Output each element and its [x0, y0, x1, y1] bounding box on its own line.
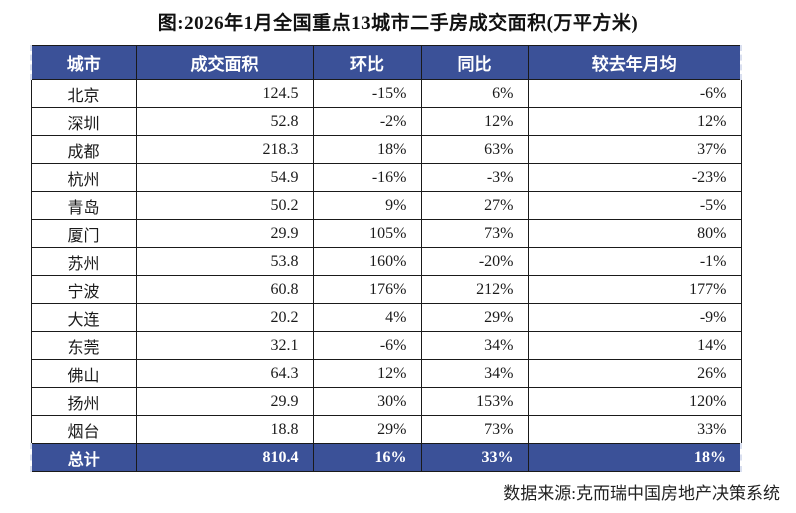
table-row: 扬州 29.9 30% 153% 120%: [30, 387, 742, 416]
cell-area: 50.2: [135, 191, 314, 220]
header-cell-yoy: 同比: [420, 45, 529, 80]
cell-yoy: 12%: [420, 107, 529, 136]
cell-total-area: 810.4: [135, 443, 314, 472]
cell-area: 218.3: [135, 135, 314, 164]
cell-mom: -15%: [312, 79, 422, 108]
cell-city: 成都: [30, 135, 137, 164]
cell-vs-avg: -6%: [527, 79, 742, 108]
table-row: 烟台 18.8 29% 73% 33%: [30, 415, 742, 444]
cell-city: 厦门: [30, 219, 137, 248]
cell-vs-avg: 26%: [527, 359, 742, 388]
cell-yoy: -3%: [420, 163, 529, 192]
cell-vs-avg: -23%: [527, 163, 742, 192]
cell-mom: 12%: [312, 359, 422, 388]
table-row: 青岛 50.2 9% 27% -5%: [30, 191, 742, 220]
cell-area: 64.3: [135, 359, 314, 388]
data-table-container: 城市 成交面积 环比 同比 较去年月均 北京 124.5 -15% 6% -6%…: [30, 45, 742, 472]
cell-city: 杭州: [30, 163, 137, 192]
header-cell-mom: 环比: [312, 45, 422, 80]
cell-mom: 4%: [312, 303, 422, 332]
cell-vs-avg: -9%: [527, 303, 742, 332]
cell-vs-avg: -5%: [527, 191, 742, 220]
cell-area: 29.9: [135, 387, 314, 416]
cell-area: 20.2: [135, 303, 314, 332]
cell-area: 18.8: [135, 415, 314, 444]
cell-total-vs-avg: 18%: [527, 443, 742, 472]
cell-area: 54.9: [135, 163, 314, 192]
cell-mom: -6%: [312, 331, 422, 360]
table-row: 杭州 54.9 -16% -3% -23%: [30, 163, 742, 192]
header-cell-vs-last-year-avg: 较去年月均: [527, 45, 742, 80]
cell-mom: 105%: [312, 219, 422, 248]
table-row: 成都 218.3 18% 63% 37%: [30, 135, 742, 164]
cell-city: 东莞: [30, 331, 137, 360]
cell-vs-avg: -1%: [527, 247, 742, 276]
cell-city: 北京: [30, 79, 137, 108]
table-row: 深圳 52.8 -2% 12% 12%: [30, 107, 742, 136]
cell-city: 深圳: [30, 107, 137, 136]
cell-vs-avg: 33%: [527, 415, 742, 444]
table-row: 东莞 32.1 -6% 34% 14%: [30, 331, 742, 360]
cell-vs-avg: 37%: [527, 135, 742, 164]
cell-area: 124.5: [135, 79, 314, 108]
cell-yoy: 73%: [420, 219, 529, 248]
header-cell-city: 城市: [30, 45, 137, 80]
cell-yoy: 212%: [420, 275, 529, 304]
cell-mom: 176%: [312, 275, 422, 304]
header-cell-area: 成交面积: [135, 45, 314, 80]
cell-mom: -2%: [312, 107, 422, 136]
cell-city: 大连: [30, 303, 137, 332]
cell-total-yoy: 33%: [420, 443, 529, 472]
cell-yoy: 153%: [420, 387, 529, 416]
table-row: 大连 20.2 4% 29% -9%: [30, 303, 742, 332]
page-title: 图:2026年1月全国重点13城市二手房成交面积(万平方米): [157, 13, 639, 34]
cell-mom: 160%: [312, 247, 422, 276]
table-row: 佛山 64.3 12% 34% 26%: [30, 359, 742, 388]
data-source-note: 数据来源:克而瑞中国房地产决策系统: [503, 484, 780, 503]
cell-city: 宁波: [30, 275, 137, 304]
cell-city: 扬州: [30, 387, 137, 416]
cell-total-mom: 16%: [312, 443, 422, 472]
cell-city: 苏州: [30, 247, 137, 276]
cell-area: 29.9: [135, 219, 314, 248]
header-row: 城市 成交面积 环比 同比 较去年月均: [30, 45, 742, 80]
cell-area: 60.8: [135, 275, 314, 304]
cell-area: 52.8: [135, 107, 314, 136]
cell-vs-avg: 177%: [527, 275, 742, 304]
cell-total-label: 总计: [30, 443, 137, 472]
cell-yoy: 29%: [420, 303, 529, 332]
table-row: 北京 124.5 -15% 6% -6%: [30, 79, 742, 108]
total-row: 总计 810.4 16% 33% 18%: [30, 443, 742, 472]
cell-vs-avg: 80%: [527, 219, 742, 248]
cell-yoy: 34%: [420, 359, 529, 388]
cell-mom: 18%: [312, 135, 422, 164]
cell-mom: 9%: [312, 191, 422, 220]
cell-vs-avg: 12%: [527, 107, 742, 136]
cell-city: 佛山: [30, 359, 137, 388]
cell-yoy: 27%: [420, 191, 529, 220]
cell-mom: -16%: [312, 163, 422, 192]
cell-vs-avg: 120%: [527, 387, 742, 416]
table-row: 宁波 60.8 176% 212% 177%: [30, 275, 742, 304]
table-row: 厦门 29.9 105% 73% 80%: [30, 219, 742, 248]
cell-mom: 30%: [312, 387, 422, 416]
city-transactions-table: 城市 成交面积 环比 同比 较去年月均 北京 124.5 -15% 6% -6%…: [30, 45, 742, 472]
cell-area: 53.8: [135, 247, 314, 276]
table-row: 苏州 53.8 160% -20% -1%: [30, 247, 742, 276]
cell-yoy: 63%: [420, 135, 529, 164]
cell-yoy: 34%: [420, 331, 529, 360]
cell-vs-avg: 14%: [527, 331, 742, 360]
cell-city: 青岛: [30, 191, 137, 220]
cell-city: 烟台: [30, 415, 137, 444]
cell-yoy: -20%: [420, 247, 529, 276]
cell-yoy: 73%: [420, 415, 529, 444]
cell-mom: 29%: [312, 415, 422, 444]
cell-area: 32.1: [135, 331, 314, 360]
cell-yoy: 6%: [420, 79, 529, 108]
